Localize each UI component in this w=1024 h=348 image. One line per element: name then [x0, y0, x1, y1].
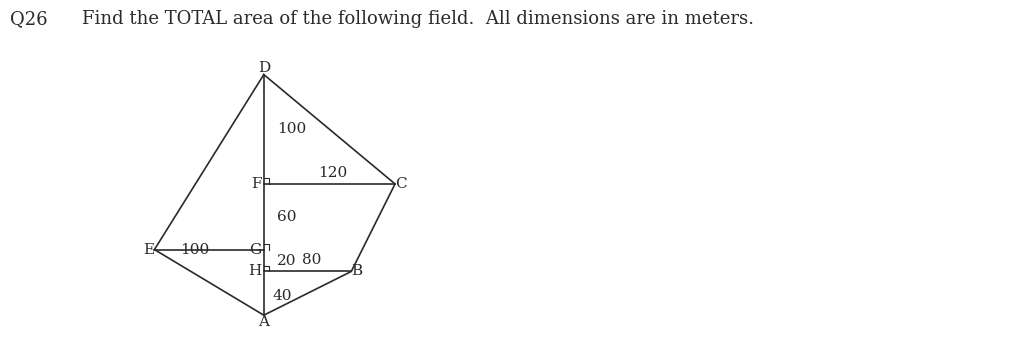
- Text: G: G: [250, 243, 261, 256]
- Text: A: A: [258, 315, 269, 329]
- Text: 80: 80: [302, 253, 322, 267]
- Text: B: B: [351, 264, 362, 278]
- Text: C: C: [395, 177, 407, 191]
- Text: H: H: [249, 264, 261, 278]
- Text: E: E: [143, 243, 155, 256]
- Text: 120: 120: [318, 166, 348, 180]
- Text: 100: 100: [276, 122, 306, 136]
- Text: 60: 60: [276, 210, 296, 224]
- Text: 40: 40: [272, 288, 292, 302]
- Text: 100: 100: [180, 243, 209, 256]
- Text: Find the TOTAL area of the following field.  All dimensions are in meters.: Find the TOTAL area of the following fie…: [82, 10, 754, 29]
- Text: F: F: [251, 177, 261, 191]
- Text: D: D: [258, 61, 270, 74]
- Text: Q26: Q26: [10, 10, 48, 29]
- Text: 20: 20: [276, 253, 296, 268]
